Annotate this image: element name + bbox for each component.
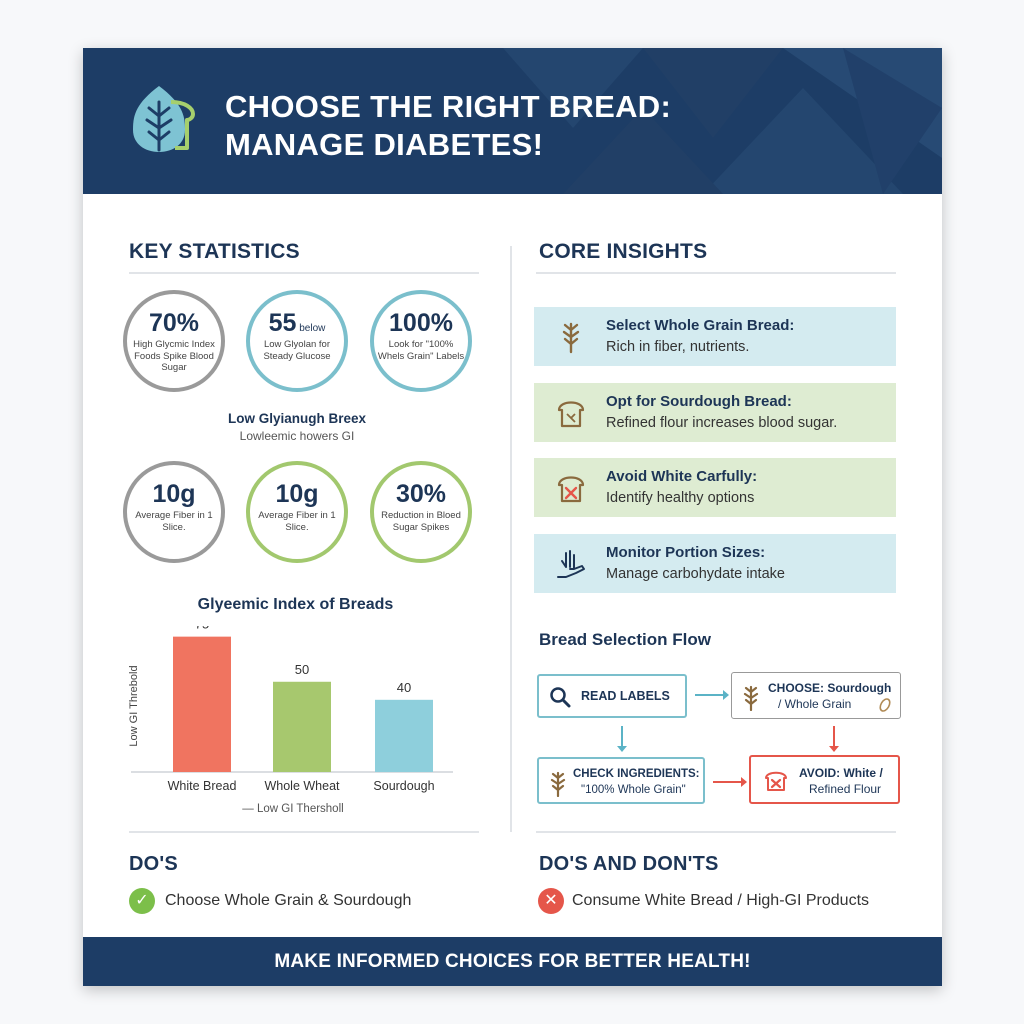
flow-choose-box: CHOOSE: Sourdough / Whole Grain <box>731 672 901 719</box>
insight-card: Avoid White Carfully: Identify healthy op… <box>534 458 896 517</box>
chart-bar <box>273 681 331 772</box>
flow-avoid-text-1: AVOID: White / <box>799 766 883 780</box>
stat-value: 55 <box>268 309 297 337</box>
page-title: CHOOSE THE RIGHT BREAD: MANAGE DIABETES! <box>225 88 671 164</box>
stat-description: Low Glyolan for Steady Glucose <box>263 339 331 362</box>
stat-value: 10g <box>275 480 319 508</box>
dos-item: Choose Whole Grain & Sourdough <box>165 892 412 909</box>
magnifier-icon <box>550 687 571 708</box>
flow-arrow-right-red <box>713 777 747 787</box>
chart-category-label: Sourdough <box>373 779 434 793</box>
bread-cross-icon <box>765 771 787 791</box>
stat-value: 10g <box>152 480 196 508</box>
column-divider <box>510 246 512 832</box>
flow-check-box: CHECK INGREDIENTS: "100% Whole Grain" <box>537 757 705 804</box>
core-insights-title: CORE INSIGHTS <box>539 240 708 263</box>
chart-data-label: 50 <box>295 662 309 677</box>
insight-heading: Avoid White Carfully: <box>606 468 758 485</box>
key-statistics-title: KEY STATISTICS <box>129 240 300 263</box>
leaf-bread-icon <box>133 86 195 152</box>
flow-arrow-down-left <box>617 726 627 752</box>
wheat-icon <box>550 771 566 797</box>
insight-body: Refined flour increases blood sugar. <box>606 415 838 431</box>
chart-category-label: Whole Wheat <box>264 779 340 793</box>
insight-heading: Opt for Sourdough Bread: <box>606 393 792 410</box>
section-rule <box>129 272 479 274</box>
glycemic-bar-chart: Low GI Threbold 75 White Bread 50 Whole Whea… <box>128 626 453 815</box>
chart-data-label: 75 <box>195 626 209 632</box>
insight-heading: Monitor Portion Sizes: <box>606 544 766 561</box>
donts-title: DO'S AND DON'TS <box>539 853 719 875</box>
chart-data-label: 40 <box>397 680 411 695</box>
title-line-1: CHOOSE THE RIGHT BREAD: <box>225 89 672 124</box>
stat-description: Look for "100% Whels Grain" Labels <box>377 339 465 362</box>
insight-body: Identify healthy options <box>606 490 755 506</box>
footer-banner: MAKE INFORMED CHOICES FOR BETTER HEALTH! <box>83 937 942 986</box>
stat-description: High Glycmic Index Foods Spike Blood Sug… <box>133 339 215 373</box>
flow-arrow-down-right <box>829 726 839 752</box>
stat-circle: 55 below Low Glyolan for Steady Glucose <box>246 290 348 392</box>
chart-legend: — Low GI Thersholl <box>242 803 343 815</box>
header-banner: CHOOSE THE RIGHT BREAD: MANAGE DIABETES! <box>83 48 942 194</box>
stat-circle: 70% High Glycmic Index Foods Spike Blood … <box>123 290 225 392</box>
flow-check-text-2: "100% Whole Grain" <box>581 784 686 796</box>
wheat-icon <box>562 322 580 354</box>
stat-value: 30% <box>395 480 447 508</box>
flow-check-text-1: CHECK INGREDIENTS: <box>573 768 700 780</box>
insight-heading: Select Whole Grain Bread: <box>606 317 795 334</box>
chart-ylabel: Low GI Threbold <box>128 665 140 746</box>
grain-icon <box>879 698 891 712</box>
stat-description: Reduction in Bloed Sugar Spikes <box>381 510 461 533</box>
title-line-2: MANAGE DIABETES! <box>225 127 544 162</box>
flow-avoid-box: AVOID: White / Refined Flour <box>749 755 900 804</box>
hand-portion-icon <box>557 550 585 578</box>
insight-card: Opt for Sourdough Bread: Refined flour in… <box>534 383 896 442</box>
flow-choose-text-2: / Whole Grain <box>778 697 852 711</box>
stat-circle: 10g Average Fiber in 1 Slice. <box>123 461 225 563</box>
wheat-icon <box>743 685 759 711</box>
flow-read-labels-box: READ LABELS <box>537 674 687 718</box>
stat-description: Average Fiber in 1 Slice. <box>258 510 336 533</box>
flow-title: Bread Selection Flow <box>539 630 711 649</box>
check-icon: ✓ <box>129 888 155 914</box>
stat-description: Average Fiber in 1 Slice. <box>135 510 213 533</box>
flow-choose-text-1: CHOOSE: Sourdough <box>768 681 892 695</box>
dos-title: DO'S <box>129 853 178 875</box>
donts-item: Consume White Bread / High-GI Products <box>572 892 870 909</box>
stat-circle: 10g Average Fiber in 1 Slice. <box>246 461 348 563</box>
insight-body: Rich in fiber, nutrients. <box>606 339 750 355</box>
bread-slice-icon <box>557 401 585 428</box>
chart-category-label: White Bread <box>168 779 237 793</box>
stat-circle: 30% Reduction in Bloed Sugar Spikes <box>370 461 472 563</box>
flow-read-labels-text: READ LABELS <box>581 689 670 703</box>
chart-bar <box>375 699 433 772</box>
flow-avoid-text-2: Refined Flour <box>809 782 882 796</box>
header-pattern <box>503 48 942 194</box>
insight-card: Select Whole Grain Bread: Rich in fiber, … <box>534 307 896 366</box>
flow-arrow-right <box>695 690 729 700</box>
stat-value: 100% <box>389 309 453 337</box>
bread-cross-icon <box>557 476 585 503</box>
cross-icon: ✕ <box>538 888 564 914</box>
chart-bar <box>173 636 231 772</box>
stats-caption-sub: Lowleemic howers GI <box>239 429 355 443</box>
insight-body: Manage carbohydate intake <box>606 566 785 582</box>
insight-card: Monitor Portion Sizes: Manage carbohydate… <box>534 534 896 593</box>
stat-suffix: below <box>296 323 326 334</box>
stats-caption: Low Glyianugh Breex Lowleemic howers GI <box>117 411 477 443</box>
section-rule <box>536 831 896 833</box>
stat-value: 70% <box>148 309 200 337</box>
stat-circle: 100% Look for "100% Whels Grain" Labels <box>370 290 472 392</box>
chart-title: Glyeemic Index of Breads <box>197 596 394 613</box>
stats-caption-title: Low Glyianugh Breex <box>227 411 367 426</box>
section-rule <box>536 272 896 274</box>
infographic-poster: CHOOSE THE RIGHT BREAD: MANAGE DIABETES!… <box>83 48 942 986</box>
section-rule <box>129 831 479 833</box>
